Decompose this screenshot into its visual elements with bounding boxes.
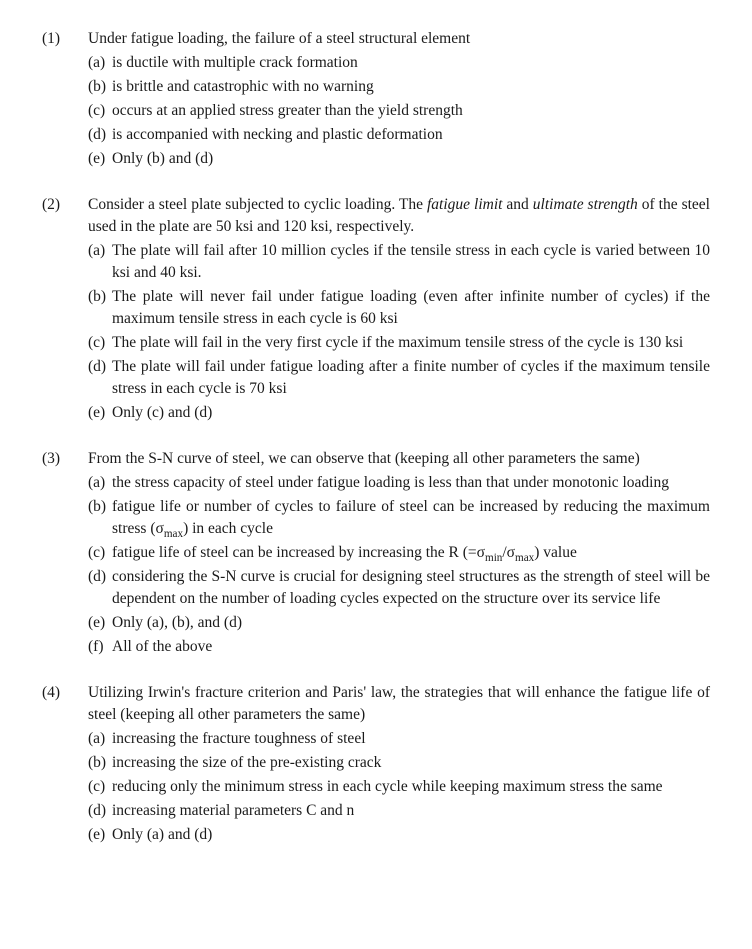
option: (c)The plate will fail in the very first…: [88, 332, 710, 354]
question-body: Utilizing Irwin's fracture criterion and…: [88, 682, 710, 848]
option-label: (e): [88, 612, 112, 634]
option-label: (a): [88, 52, 112, 74]
option: (a)the stress capacity of steel under fa…: [88, 472, 710, 494]
option-text: The plate will never fail under fatigue …: [112, 286, 710, 330]
question-number: (4): [42, 682, 88, 848]
option-text: Only (a), (b), and (d): [112, 612, 710, 634]
option-label: (b): [88, 76, 112, 98]
option-label: (b): [88, 752, 112, 774]
questions-container: (1)Under fatigue loading, the failure of…: [42, 28, 710, 848]
option-label: (c): [88, 332, 112, 354]
question-number: (1): [42, 28, 88, 172]
question: (1)Under fatigue loading, the failure of…: [42, 28, 710, 172]
option: (d)The plate will fail under fatigue loa…: [88, 356, 710, 400]
option: (a)increasing the fracture toughness of …: [88, 728, 710, 750]
option: (b)increasing the size of the pre-existi…: [88, 752, 710, 774]
option-label: (d): [88, 124, 112, 146]
question-number: (2): [42, 194, 88, 426]
question-body: Consider a steel plate subjected to cycl…: [88, 194, 710, 426]
option-text: the stress capacity of steel under fatig…: [112, 472, 710, 494]
option: (b)The plate will never fail under fatig…: [88, 286, 710, 330]
option: (e)Only (a), (b), and (d): [88, 612, 710, 634]
option: (e)Only (b) and (d): [88, 148, 710, 170]
option-text: increasing material parameters C and n: [112, 800, 710, 822]
option: (b)fatigue life or number of cycles to f…: [88, 496, 710, 540]
option: (c)fatigue life of steel can be increase…: [88, 542, 710, 564]
option-label: (a): [88, 240, 112, 284]
option-label: (e): [88, 824, 112, 846]
option: (f)All of the above: [88, 636, 710, 658]
option-label: (b): [88, 496, 112, 540]
option-text: fatigue life of steel can be increased b…: [112, 542, 710, 564]
question-body: Under fatigue loading, the failure of a …: [88, 28, 710, 172]
option: (b)is brittle and catastrophic with no w…: [88, 76, 710, 98]
option: (e)Only (a) and (d): [88, 824, 710, 846]
option: (c)occurs at an applied stress greater t…: [88, 100, 710, 122]
option-label: (d): [88, 566, 112, 610]
option-text: The plate will fail after 10 million cyc…: [112, 240, 710, 284]
question-stem: Under fatigue loading, the failure of a …: [88, 28, 710, 50]
option-text: Only (b) and (d): [112, 148, 710, 170]
question: (2)Consider a steel plate subjected to c…: [42, 194, 710, 426]
question-stem: From the S-N curve of steel, we can obse…: [88, 448, 710, 470]
option-label: (c): [88, 542, 112, 564]
option-label: (c): [88, 100, 112, 122]
option-text: Only (a) and (d): [112, 824, 710, 846]
option-text: increasing the fracture toughness of ste…: [112, 728, 710, 750]
option-text: fatigue life or number of cycles to fail…: [112, 496, 710, 540]
question: (4)Utilizing Irwin's fracture criterion …: [42, 682, 710, 848]
option-text: reducing only the minimum stress in each…: [112, 776, 710, 798]
question-stem: Consider a steel plate subjected to cycl…: [88, 194, 710, 238]
question-body: From the S-N curve of steel, we can obse…: [88, 448, 710, 660]
option-text: The plate will fail in the very first cy…: [112, 332, 710, 354]
option-label: (d): [88, 356, 112, 400]
option-text: increasing the size of the pre-existing …: [112, 752, 710, 774]
option-label: (e): [88, 402, 112, 424]
option-text: All of the above: [112, 636, 710, 658]
option: (d)considering the S-N curve is crucial …: [88, 566, 710, 610]
option: (d)increasing material parameters C and …: [88, 800, 710, 822]
option-text: Only (c) and (d): [112, 402, 710, 424]
option-label: (a): [88, 728, 112, 750]
question-stem: Utilizing Irwin's fracture criterion and…: [88, 682, 710, 726]
option: (a)The plate will fail after 10 million …: [88, 240, 710, 284]
question: (3)From the S-N curve of steel, we can o…: [42, 448, 710, 660]
option-text: is ductile with multiple crack formation: [112, 52, 710, 74]
option: (d)is accompanied with necking and plast…: [88, 124, 710, 146]
option-text: is brittle and catastrophic with no warn…: [112, 76, 710, 98]
option-text: The plate will fail under fatigue loadin…: [112, 356, 710, 400]
option-label: (e): [88, 148, 112, 170]
option-label: (a): [88, 472, 112, 494]
option-label: (c): [88, 776, 112, 798]
option-label: (b): [88, 286, 112, 330]
option-label: (d): [88, 800, 112, 822]
option-text: considering the S-N curve is crucial for…: [112, 566, 710, 610]
option-label: (f): [88, 636, 112, 658]
question-number: (3): [42, 448, 88, 660]
option-text: occurs at an applied stress greater than…: [112, 100, 710, 122]
option: (e)Only (c) and (d): [88, 402, 710, 424]
option: (c)reducing only the minimum stress in e…: [88, 776, 710, 798]
option: (a)is ductile with multiple crack format…: [88, 52, 710, 74]
option-text: is accompanied with necking and plastic …: [112, 124, 710, 146]
